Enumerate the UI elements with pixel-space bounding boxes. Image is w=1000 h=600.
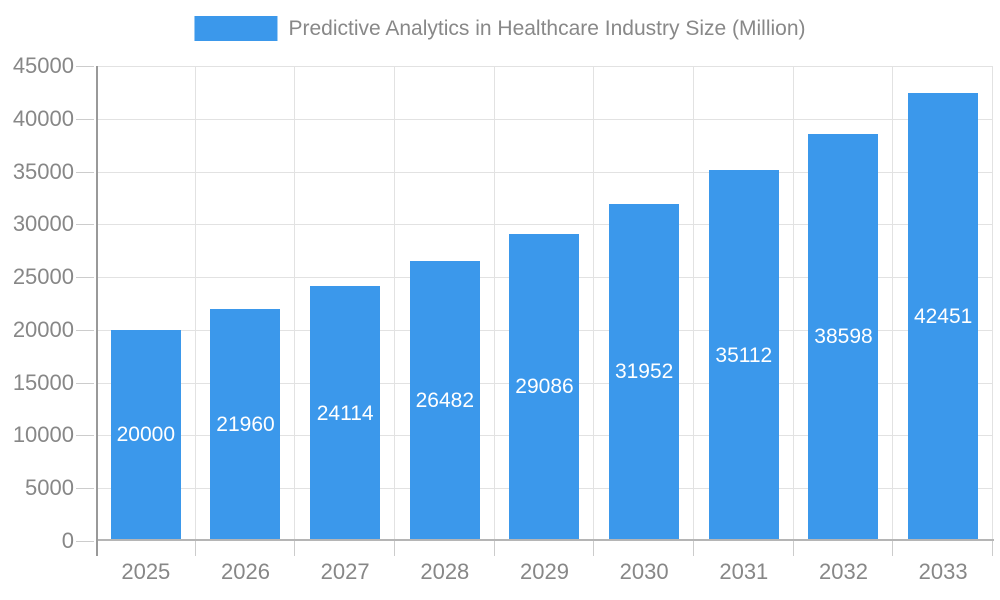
y-axis-labels: 0 5000 10000 15000 20000 25000 30000 35000 40000… — [0, 53, 74, 553]
gridline — [692, 66, 694, 541]
bar-2033[interactable]: 42451 — [893, 66, 993, 541]
y-axis-tick-label: 0 — [61, 528, 74, 553]
x-axis-label-2025: 2025 — [121, 559, 171, 584]
gridline — [792, 66, 794, 541]
axis-tick — [76, 118, 94, 120]
bar-rect[interactable]: 42451 — [908, 92, 979, 541]
axis-tick — [692, 541, 694, 556]
axis-tick — [992, 541, 993, 556]
bar-rect[interactable]: 26482 — [409, 261, 480, 541]
axis-tick — [76, 277, 94, 279]
bar-2027[interactable]: 24114 — [295, 66, 395, 541]
y-axis-tick-label: 5000 — [25, 475, 74, 501]
y-axis-tick-label: 10000 — [12, 422, 74, 448]
gridline — [96, 171, 993, 173]
y-axis-tick-label: 25000 — [12, 264, 74, 290]
bar-rect[interactable]: 21960 — [210, 309, 281, 541]
gridline — [493, 66, 495, 541]
axis-tick — [76, 329, 94, 331]
gridline — [892, 66, 894, 541]
x-axis-label-2026: 2026 — [221, 559, 270, 584]
bar-value-label: 42451 — [913, 304, 973, 328]
axis-tick — [76, 435, 94, 437]
bar-2029[interactable]: 29086 — [495, 66, 595, 541]
y-axis-tick-label: 15000 — [12, 369, 74, 395]
y-axis-tick-label: 35000 — [12, 158, 74, 184]
x-axis-label-2031: 2031 — [719, 559, 769, 584]
axis-tick — [76, 171, 94, 173]
axis-tick — [76, 66, 94, 67]
bar-2028[interactable]: 26482 — [395, 66, 495, 541]
x-axis-label-2028: 2028 — [420, 559, 470, 584]
axis-tick — [294, 541, 296, 556]
bar-2026[interactable]: 21960 — [196, 66, 296, 541]
axis-tick — [393, 541, 395, 556]
gridline — [96, 118, 993, 120]
bar-value-label: 35112 — [715, 343, 773, 367]
gridline — [393, 66, 395, 541]
bar-rect[interactable]: 31952 — [609, 203, 680, 541]
gridline — [294, 66, 296, 541]
bar-value-label: 20000 — [116, 423, 176, 447]
gridline — [194, 66, 196, 541]
y-axis-line — [96, 66, 98, 556]
bar-rect[interactable]: 38598 — [808, 133, 879, 541]
axis-tick — [892, 541, 894, 556]
axis-tick — [76, 488, 94, 490]
bar-2032[interactable]: 38598 — [794, 66, 894, 541]
y-axis-tick-label: 40000 — [12, 105, 74, 131]
chart-legend[interactable]: Predictive Analytics in Healthcare Indus… — [194, 16, 806, 41]
axis-tick — [493, 541, 495, 556]
x-axis-label-2030: 2030 — [619, 559, 669, 584]
gridline — [593, 66, 595, 541]
bar-2025[interactable]: 20000 — [96, 66, 196, 541]
y-axis-tick-label: 30000 — [12, 211, 74, 237]
gridline — [96, 66, 993, 67]
axis-tick — [76, 224, 94, 226]
gridline — [96, 224, 993, 226]
y-axis-tick-label: 20000 — [12, 316, 74, 342]
bar-value-label: 21960 — [216, 413, 275, 437]
bar-rect[interactable]: 20000 — [110, 329, 181, 541]
x-axis-label-2029: 2029 — [520, 559, 569, 584]
bar-rect[interactable]: 29086 — [509, 233, 580, 541]
gridline — [992, 66, 993, 541]
bar-rect[interactable]: 24114 — [310, 286, 381, 541]
x-axis-label-2032: 2032 — [819, 559, 868, 584]
x-axis-label-2027: 2027 — [320, 559, 370, 584]
legend-label: Predictive Analytics in Healthcare Indus… — [288, 16, 806, 40]
x-axis-line — [96, 539, 994, 541]
y-axis-tick-label: 45000 — [12, 53, 74, 78]
bar-2031[interactable]: 35112 — [694, 66, 794, 541]
bar-value-label: 26482 — [415, 389, 475, 413]
bar-2030[interactable]: 31952 — [594, 66, 694, 541]
axis-tick — [593, 541, 595, 556]
bar-value-label: 24114 — [316, 401, 374, 425]
axis-tick — [76, 541, 94, 542]
axis-tick — [792, 541, 794, 556]
legend-swatch — [194, 16, 278, 41]
axis-tick — [76, 382, 94, 384]
bar-value-label: 31952 — [614, 360, 674, 384]
axis-tick — [194, 541, 196, 556]
plot-area: 20000 21960 24114 26482 29086 31952 35112 38598… — [76, 66, 994, 556]
bar-rect[interactable]: 35112 — [708, 170, 779, 541]
x-axis-label-2033: 2033 — [918, 559, 968, 584]
bar-value-label: 29086 — [515, 375, 574, 399]
bar-value-label: 38598 — [814, 325, 873, 349]
x-axis-labels: 2025 2026 2027 2028 2029 2030 2031 2032 2033 — [96, 545, 993, 595]
